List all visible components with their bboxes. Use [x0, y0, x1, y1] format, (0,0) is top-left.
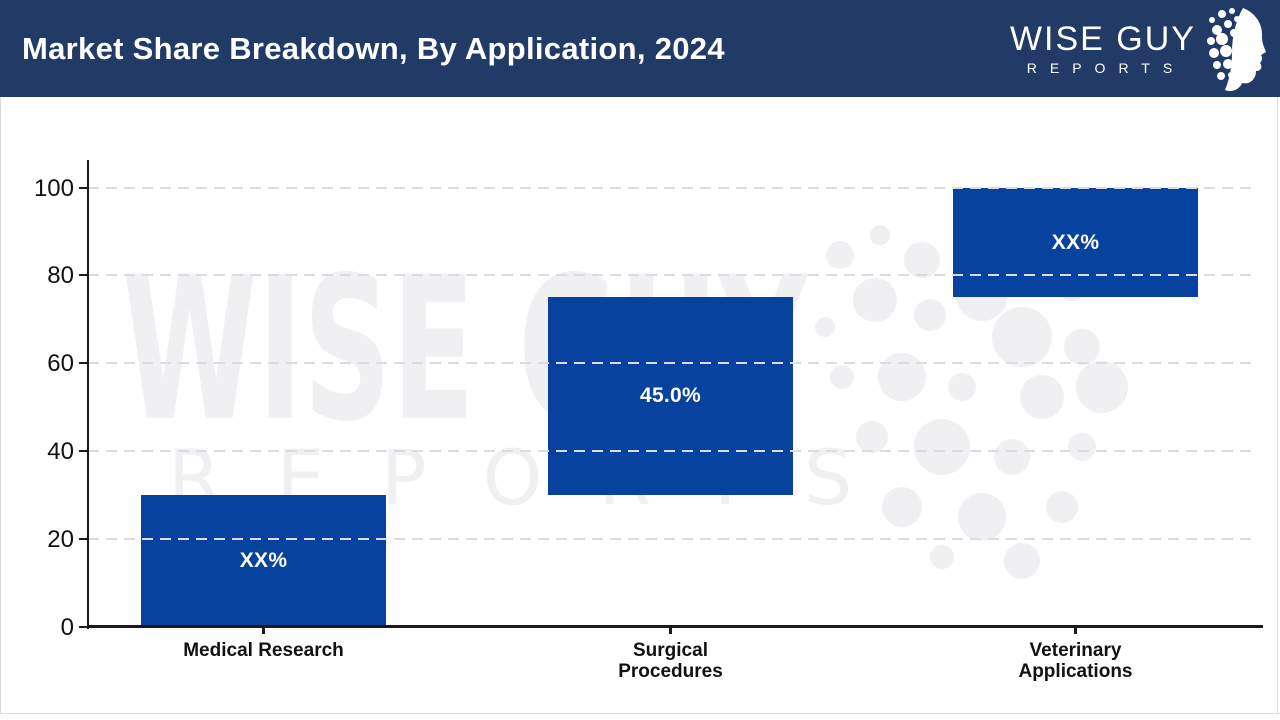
bar-value-label: 45.0% [639, 384, 702, 408]
bar-value-label: XX% [1051, 230, 1100, 254]
header-bar: Market Share Breakdown, By Application, … [0, 0, 1280, 97]
y-tick-label-0: 0 [60, 614, 74, 641]
y-axis-spine [87, 160, 89, 629]
y-tick-label-80: 80 [47, 262, 74, 290]
gridline-60 [88, 362, 1253, 365]
right-hairline [1277, 97, 1278, 714]
category-label-medical-research: Medical Research [144, 640, 384, 661]
x-axis-spine [87, 625, 1263, 628]
x-tick-surgical-procedures [669, 627, 672, 634]
category-label-line: Veterinary [1029, 640, 1122, 661]
bar-veterinary-applications: XX% [953, 187, 1198, 298]
category-label-line: Medical Research [183, 640, 344, 661]
gridline-20 [88, 538, 1253, 541]
bar-medical-research: XX% [141, 495, 386, 627]
bar-value-label: XX% [239, 549, 288, 573]
y-tick-label-40: 40 [47, 438, 74, 466]
y-tick-label-60: 60 [47, 350, 74, 378]
y-tick-40 [79, 450, 88, 453]
category-label-line: Surgical [633, 640, 708, 661]
wiseguy-logo: WISE GUY REPORTS [1010, 6, 1266, 92]
x-tick-medical-research [262, 627, 265, 634]
wiseguy-head-icon [1207, 7, 1266, 91]
y-tick-0 [79, 626, 88, 628]
bottom-hairline [0, 713, 1280, 714]
category-label-veterinary-applications: Veterinary Applications [956, 640, 1196, 682]
page-title: Market Share Breakdown, By Application, … [22, 30, 725, 66]
category-label-surgical-procedures: Surgical Procedures [551, 640, 791, 682]
y-tick-100 [79, 186, 88, 189]
category-label-line: Applications [1018, 661, 1133, 682]
y-tick-20 [79, 538, 88, 541]
x-tick-veterinary-applications [1074, 627, 1077, 634]
y-tick-80 [79, 274, 88, 277]
bar-surgical-procedures: 45.0% [548, 297, 793, 496]
logo-subtitle: REPORTS [1026, 59, 1186, 76]
logo-text: WISE GUY REPORTS [1010, 22, 1196, 76]
gridline-80 [88, 274, 1253, 277]
left-hairline [0, 97, 1, 714]
gridline-100 [88, 186, 1253, 189]
y-tick-60 [79, 362, 88, 365]
y-tick-label-100: 100 [33, 174, 74, 202]
gridline-40 [88, 450, 1253, 453]
category-label-line: Procedures [618, 661, 723, 682]
y-tick-label-20: 20 [47, 526, 74, 554]
logo-wordmark: WISE GUY [1009, 19, 1196, 58]
